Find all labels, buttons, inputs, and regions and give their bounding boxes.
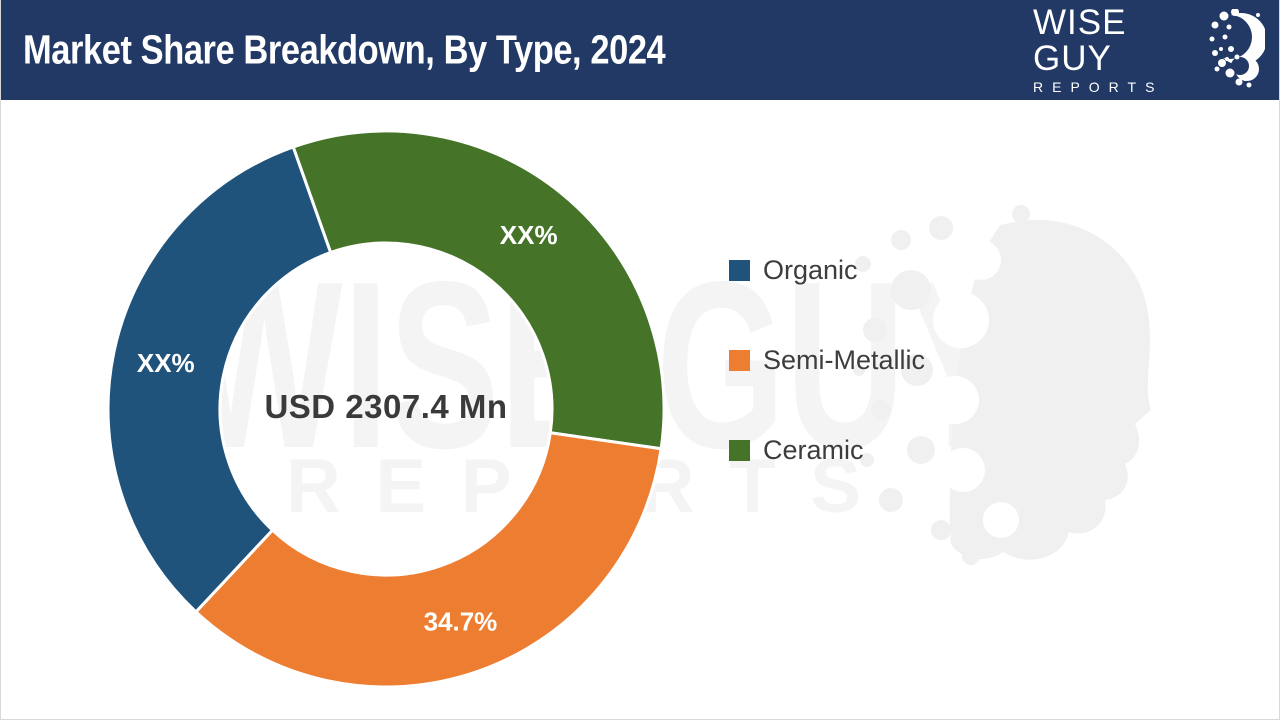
legend-item-organic: Organic (729, 252, 925, 288)
page-title: Market Share Breakdown, By Type, 2024 (23, 26, 666, 73)
legend-label-semi-metallic: Semi-Metallic (763, 344, 926, 375)
donut-chart: XX% 34.7% XX% (106, 129, 666, 689)
watermark-face-icon (853, 205, 1151, 565)
legend-item-semi-metallic: Semi-Metallic (729, 342, 925, 378)
donut-segment-organic (106, 145, 333, 614)
legend-label-ceramic: Ceramic (763, 434, 864, 465)
donut-segment-semi-metallic (194, 431, 663, 689)
legend: Organic Semi-Metallic Ceramic (729, 252, 925, 468)
legend-swatch-semi-metallic (729, 349, 750, 371)
segment-data-label-semi-metallic: 34.7% (424, 606, 498, 636)
legend-swatch-ceramic (729, 439, 750, 461)
segment-data-label-ceramic: XX% (500, 220, 558, 250)
brand-wordmark: WISE GUY REPORTS (1033, 3, 1203, 96)
chart-center-value: USD 2307.4 Mn (264, 388, 508, 425)
brand-subname: REPORTS (1033, 79, 1164, 95)
legend-label-organic: Organic (763, 254, 858, 285)
segment-data-label-organic: XX% (137, 348, 195, 378)
header-bar: Market Share Breakdown, By Type, 2024 WI… (1, 0, 1279, 100)
brand-logo: WISE GUY REPORTS (1033, 0, 1265, 100)
legend-swatch-organic (729, 259, 750, 281)
brand-name: WISE GUY (1033, 3, 1127, 78)
brand-face-icon (1208, 9, 1265, 88)
donut-segment-ceramic (291, 129, 666, 451)
legend-item-ceramic: Ceramic (729, 432, 925, 468)
